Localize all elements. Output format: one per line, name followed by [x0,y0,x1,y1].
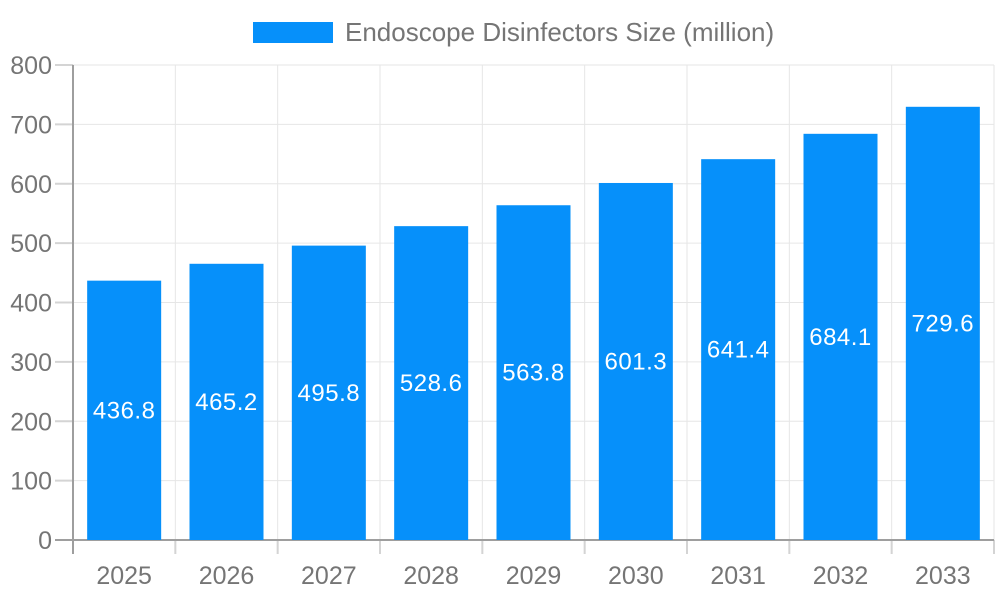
x-axis-tick-label: 2030 [608,562,664,590]
bar[interactable] [189,263,264,540]
y-axis-tick-label: 200 [10,408,52,436]
bar[interactable] [291,245,366,540]
y-axis-tick-label: 100 [10,468,52,496]
bar[interactable] [496,205,571,540]
bar-value-label: 601.3 [605,348,668,375]
bar[interactable] [701,159,776,540]
legend-swatch [253,22,333,43]
bar[interactable] [87,280,162,540]
bar[interactable] [394,226,469,541]
bar[interactable] [905,106,980,541]
bar[interactable] [598,182,673,540]
x-axis-tick-label: 2032 [813,562,869,590]
legend-label: Endoscope Disinfectors Size (million) [345,17,774,47]
chart-legend[interactable]: Endoscope Disinfectors Size (million) [253,17,774,47]
bar-value-label: 684.1 [809,324,872,351]
x-axis-tick-label: 2033 [915,562,971,590]
y-axis-tick-label: 600 [10,171,52,199]
y-axis-tick-label: 400 [10,290,52,318]
y-axis-tick-label: 300 [10,349,52,377]
bar-value-label: 729.6 [912,310,975,337]
bar-value-label: 495.8 [298,380,361,407]
x-axis-tick-label: 2028 [403,562,459,590]
x-axis-tick-label: 2031 [710,562,766,590]
bar-value-label: 563.8 [502,360,565,387]
bar-value-label: 436.8 [93,397,156,424]
bar-value-label: 641.4 [707,337,770,364]
plot-area: 0 100 200 300 400 500 600 700 800 436.8 2025 465.2 2… [10,52,995,590]
y-axis-tick-label: 500 [10,230,52,258]
x-axis-tick-label: 2029 [506,562,562,590]
y-axis-tick-label: 0 [38,527,52,555]
x-axis-tick-label: 2025 [96,562,152,590]
y-axis-tick-label: 700 [10,111,52,139]
x-axis-tick-label: 2026 [199,562,255,590]
x-axis-tick-label: 2027 [301,562,357,590]
y-axis-tick-label: 800 [10,52,52,80]
bar-value-label: 465.2 [195,389,258,416]
bar-value-label: 528.6 [400,370,463,397]
bar[interactable] [803,133,878,541]
